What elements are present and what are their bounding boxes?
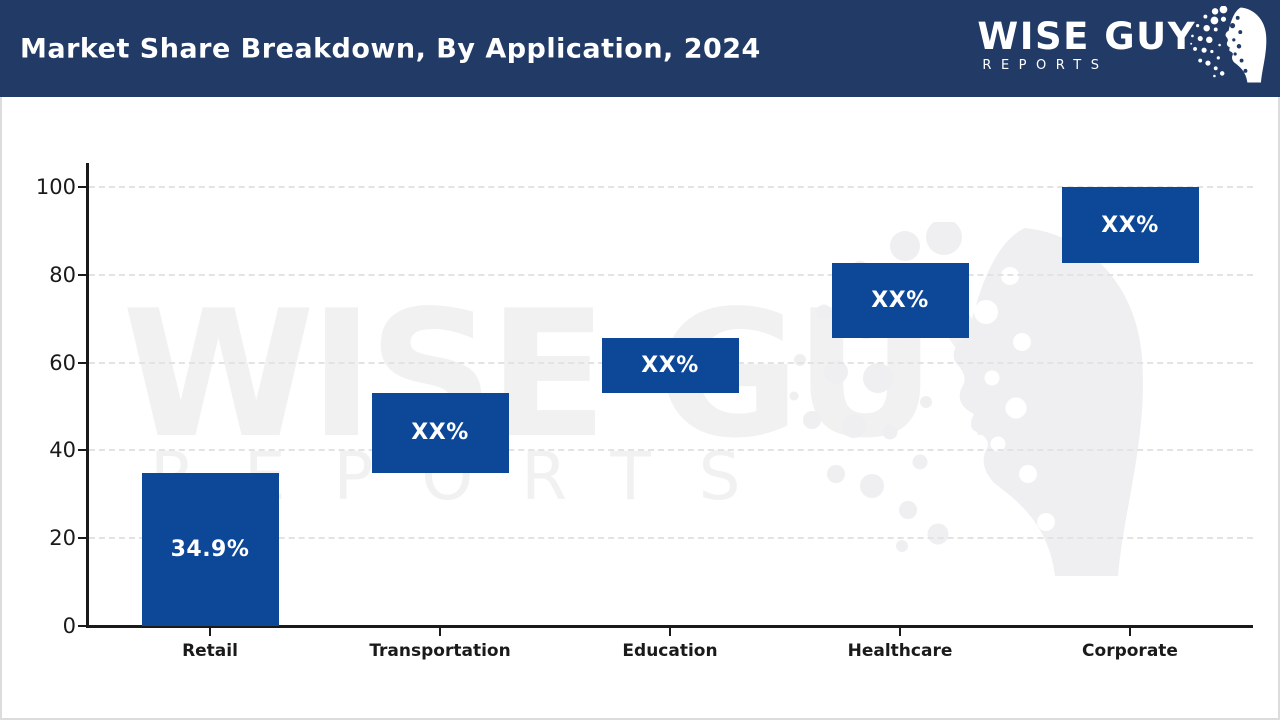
y-tick-label-60: 60 bbox=[49, 350, 76, 375]
bar-label-transportation: XX% bbox=[411, 420, 469, 446]
gridline-80 bbox=[89, 273, 1253, 276]
header: Market Share Breakdown, By Application, … bbox=[0, 0, 1280, 97]
y-tick-100 bbox=[78, 186, 86, 188]
bar-education: XX% bbox=[601, 338, 739, 393]
y-tick-label-20: 20 bbox=[49, 526, 76, 551]
gridline-100 bbox=[89, 186, 1253, 188]
y-tick-40 bbox=[78, 449, 86, 452]
logo-text: WISE GUY REPORTS bbox=[977, 18, 1196, 72]
x-axis-label-healthcare: Healthcare bbox=[847, 641, 953, 661]
x-tick-retail bbox=[209, 628, 211, 636]
y-axis-line bbox=[86, 163, 89, 628]
x-tick-corporate bbox=[1129, 628, 1131, 636]
logo: WISE GUY REPORTS bbox=[977, 6, 1270, 84]
bar-label-healthcare: XX% bbox=[871, 288, 929, 314]
bar-label-education: XX% bbox=[641, 353, 699, 379]
page-title: Market Share Breakdown, By Application, … bbox=[20, 33, 761, 64]
bar-retail: 34.9% bbox=[141, 472, 279, 626]
x-axis-label-transportation: Transportation bbox=[369, 641, 511, 661]
x-tick-education bbox=[669, 628, 671, 636]
x-axis-line bbox=[86, 625, 1253, 628]
y-tick-label-80: 80 bbox=[49, 262, 76, 287]
y-tick-label-100: 100 bbox=[35, 175, 76, 199]
bar-label-retail: 34.9% bbox=[170, 536, 250, 562]
y-tick-label-40: 40 bbox=[49, 438, 76, 463]
y-tick-80 bbox=[78, 273, 86, 276]
gridline-40 bbox=[89, 449, 1253, 452]
y-tick-60 bbox=[78, 361, 86, 364]
x-axis-label-education: Education bbox=[622, 641, 718, 661]
y-tick-20 bbox=[78, 537, 86, 540]
x-axis-label-retail: Retail bbox=[182, 641, 238, 661]
logo-subtitle: REPORTS bbox=[982, 58, 1109, 73]
y-tick-label-0: 0 bbox=[62, 614, 76, 638]
bar-healthcare: XX% bbox=[831, 263, 969, 339]
x-tick-transportation bbox=[439, 628, 441, 636]
bar-label-corporate: XX% bbox=[1101, 212, 1159, 238]
bar-transportation: XX% bbox=[371, 392, 509, 473]
bar-corporate: XX% bbox=[1061, 187, 1199, 264]
y-tick-0 bbox=[78, 625, 86, 627]
x-tick-healthcare bbox=[899, 628, 901, 636]
logo-wordmark: WISE GUY bbox=[977, 15, 1196, 58]
x-axis-label-corporate: Corporate bbox=[1082, 641, 1178, 661]
logo-face-icon bbox=[1190, 6, 1267, 83]
gridline-20 bbox=[89, 537, 1253, 540]
